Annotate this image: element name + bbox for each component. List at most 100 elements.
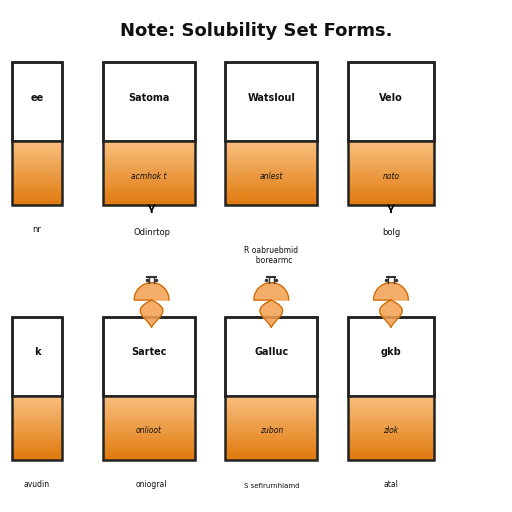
Bar <box>103 186 195 188</box>
Bar <box>12 182 62 184</box>
Text: oniogral: oniogral <box>136 480 167 489</box>
Bar <box>103 160 195 162</box>
Bar <box>103 447 195 449</box>
Bar <box>348 430 434 432</box>
Bar <box>12 179 62 182</box>
Bar <box>103 419 195 421</box>
Bar <box>348 447 434 449</box>
Text: onlioot: onlioot <box>136 426 162 435</box>
Bar <box>348 402 434 404</box>
Bar <box>103 455 195 458</box>
Bar <box>348 455 434 458</box>
Bar <box>348 434 434 436</box>
Bar <box>225 438 317 440</box>
Bar <box>103 436 195 438</box>
Bar <box>12 419 62 421</box>
Bar <box>348 156 434 158</box>
Bar <box>103 432 195 434</box>
Bar <box>103 188 195 190</box>
Bar <box>12 455 62 458</box>
Bar <box>103 175 195 177</box>
Text: Note: Solubility Set Forms.: Note: Solubility Set Forms. <box>120 22 392 40</box>
Bar <box>225 190 317 192</box>
Bar <box>348 179 434 182</box>
Bar <box>12 154 62 156</box>
FancyBboxPatch shape <box>348 317 434 396</box>
Bar <box>348 188 434 190</box>
Bar <box>225 434 317 436</box>
Bar <box>12 458 62 460</box>
Bar <box>225 173 317 175</box>
Bar <box>348 160 434 162</box>
Bar <box>348 438 434 440</box>
Bar <box>348 445 434 447</box>
Bar <box>12 156 62 158</box>
Bar <box>103 162 195 164</box>
Bar <box>348 432 434 434</box>
Bar <box>225 428 317 430</box>
FancyBboxPatch shape <box>103 317 195 396</box>
Bar <box>225 436 317 438</box>
Bar <box>12 453 62 455</box>
Bar <box>103 402 195 404</box>
Bar <box>348 158 434 160</box>
Bar <box>103 434 195 436</box>
Bar <box>225 440 317 442</box>
Text: acmhok t: acmhok t <box>131 172 167 181</box>
Bar <box>348 195 434 197</box>
Bar <box>103 173 195 175</box>
Text: avudin: avudin <box>24 480 50 489</box>
Bar <box>103 154 195 156</box>
Bar <box>225 188 317 190</box>
Bar <box>12 398 62 400</box>
Bar <box>348 184 434 186</box>
Bar <box>12 428 62 430</box>
Bar <box>12 192 62 195</box>
Bar <box>348 162 434 164</box>
Bar <box>348 150 434 152</box>
Bar <box>12 406 62 409</box>
Bar <box>12 425 62 428</box>
Bar <box>103 406 195 409</box>
Bar <box>12 442 62 445</box>
Bar <box>225 402 317 404</box>
Bar <box>348 436 434 438</box>
Bar <box>12 152 62 154</box>
Bar <box>348 145 434 147</box>
Bar <box>103 182 195 184</box>
Bar <box>103 203 195 205</box>
Bar <box>12 199 62 201</box>
Bar <box>12 413 62 415</box>
Bar <box>12 423 62 425</box>
Bar <box>103 177 195 179</box>
Text: k: k <box>34 348 40 357</box>
Bar <box>225 447 317 449</box>
Bar <box>225 175 317 177</box>
Bar <box>103 156 195 158</box>
Bar <box>348 421 434 423</box>
Bar <box>225 453 317 455</box>
Polygon shape <box>134 283 169 328</box>
Bar <box>225 451 317 453</box>
Bar <box>12 409 62 411</box>
Bar <box>225 182 317 184</box>
Bar <box>103 423 195 425</box>
Bar <box>12 147 62 150</box>
Bar <box>12 190 62 192</box>
Bar <box>348 203 434 205</box>
Bar <box>348 417 434 419</box>
Bar <box>103 413 195 415</box>
Bar <box>12 164 62 166</box>
Bar <box>103 192 195 195</box>
Bar <box>103 398 195 400</box>
Bar <box>348 406 434 409</box>
Bar <box>103 199 195 201</box>
Bar <box>348 415 434 417</box>
Bar <box>103 451 195 453</box>
Bar <box>12 449 62 451</box>
Bar <box>12 430 62 432</box>
Bar <box>103 442 195 445</box>
Bar <box>225 195 317 197</box>
Bar <box>12 440 62 442</box>
Bar <box>348 411 434 413</box>
